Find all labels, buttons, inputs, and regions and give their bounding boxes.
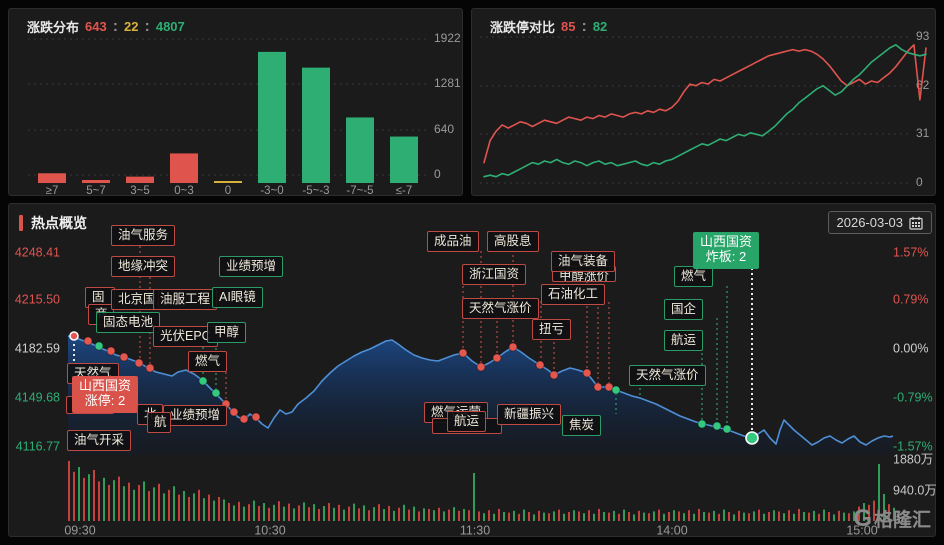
hotspot-tag[interactable]: 高股息 xyxy=(487,231,539,253)
separator: : xyxy=(581,17,587,35)
limit-title: 涨跌停对比 xyxy=(490,20,556,35)
hotspot-tag[interactable]: 山西国资 涨停: 2 xyxy=(72,376,139,413)
hotspot-tag[interactable]: 天然气涨价 xyxy=(462,298,539,320)
date-value: 2026-03-03 xyxy=(836,215,904,230)
limit-down-count: 82 xyxy=(592,19,608,34)
hotspot-tag[interactable]: 国企 xyxy=(664,299,704,321)
hotspot-tag[interactable]: 燃气 xyxy=(188,351,228,373)
hotspot-tag[interactable]: 新疆振兴 xyxy=(497,404,562,426)
flat-count: 22 xyxy=(124,19,139,34)
decliners-count: 4807 xyxy=(155,19,185,34)
hotspot-tag[interactable]: 油气服务 xyxy=(111,225,176,247)
hotspot-tag[interactable]: 航 xyxy=(147,412,171,434)
hotspot-tag[interactable]: 石油化工 xyxy=(541,284,606,306)
hotspot-tag[interactable]: 油气装备 xyxy=(551,251,616,273)
hotspot-tag[interactable]: 天然气涨价 xyxy=(629,365,706,387)
hotspot-tag[interactable]: 航运 xyxy=(447,411,487,433)
hotspot-header: 热点概览 xyxy=(19,213,87,233)
hotspot-tag[interactable]: AI眼镜 xyxy=(212,287,263,309)
hotspot-tag[interactable]: 焦炭 xyxy=(562,415,602,437)
hotspot-tag[interactable]: 扭亏 xyxy=(532,319,572,341)
calendar-icon xyxy=(909,216,923,230)
panel-updown-distribution: 涨跌分布 643: 22: 4807 xyxy=(8,8,463,196)
gelonghui-logo: G xyxy=(853,504,872,532)
separator: : xyxy=(144,17,150,35)
hotspot-tag[interactable]: 燃气 xyxy=(674,266,714,288)
distribution-title: 涨跌分布 xyxy=(27,20,80,35)
hotspot-tag[interactable]: 成品油 xyxy=(427,231,479,253)
hotspot-tag[interactable]: 山西国资 炸板: 2 xyxy=(693,232,760,269)
distribution-header: 涨跌分布 643: 22: 4807 xyxy=(27,17,185,36)
hotspot-tag[interactable]: 甲醇 xyxy=(207,322,247,344)
watermark-gelonghui: G 格隆汇 xyxy=(853,505,931,532)
hotspot-tag[interactable]: 航运 xyxy=(664,330,704,352)
hotspot-tag[interactable]: 业绩预增 xyxy=(219,256,284,278)
separator: : xyxy=(112,17,119,35)
hotspot-tag[interactable]: 油服工程 xyxy=(153,289,218,311)
panel-limit-compare: 涨跌停对比 85: 82 xyxy=(471,8,936,196)
hotspot-tag[interactable]: 浙江国资 xyxy=(462,264,527,286)
hotspot-tag[interactable]: 油气开采 xyxy=(67,430,132,452)
hotspot-tag[interactable]: 业绩预增 xyxy=(163,405,228,427)
gelonghui-text: 格隆汇 xyxy=(873,510,931,531)
hotspot-tag[interactable]: 北京国 xyxy=(111,289,159,311)
accent-bar xyxy=(19,215,23,231)
limit-header: 涨跌停对比 85: 82 xyxy=(490,17,607,36)
advancers-count: 643 xyxy=(85,19,107,34)
panel-hotspot-overview: 热点概览 2026-03-03 G 格隆汇 xyxy=(8,203,936,537)
hotspot-title: 热点概览 xyxy=(31,215,87,231)
hotspot-tag[interactable]: 地缘冲突 xyxy=(111,256,176,278)
hotspot-tag[interactable]: 固态电池 xyxy=(96,312,161,334)
limit-up-count: 85 xyxy=(561,19,576,34)
date-picker[interactable]: 2026-03-03 xyxy=(827,211,932,234)
